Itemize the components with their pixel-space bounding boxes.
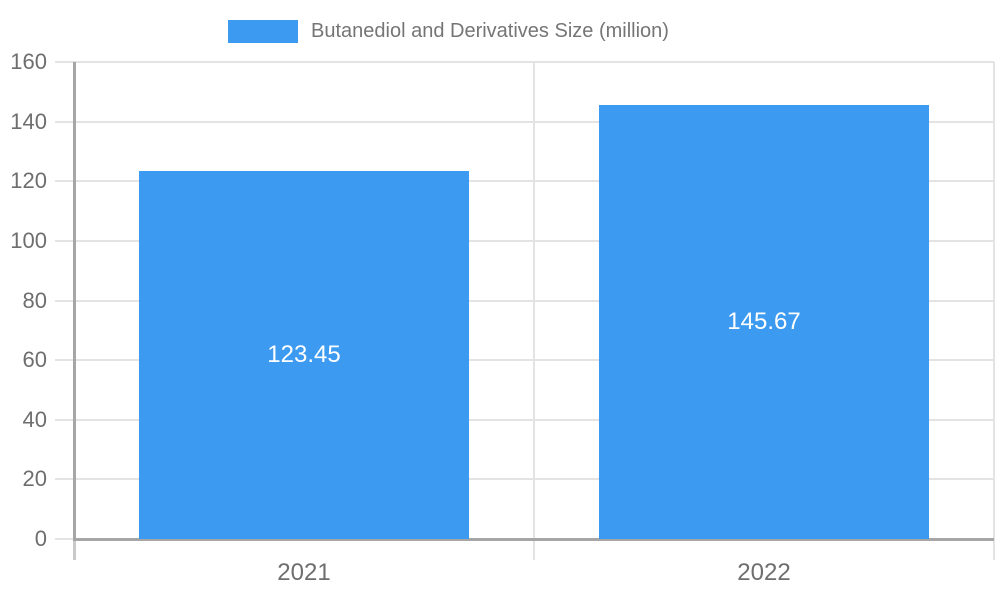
y-axis-tick-label: 60 xyxy=(22,347,47,373)
legend-label: Butanediol and Derivatives Size (million… xyxy=(311,20,669,42)
y-gridline xyxy=(55,299,994,302)
category-boundary-line xyxy=(533,62,535,560)
y-axis-tick-label: 100 xyxy=(10,227,47,253)
x-axis-category-label: 2022 xyxy=(737,559,791,586)
y-gridline xyxy=(55,120,994,123)
y-gridline xyxy=(55,239,994,242)
y-tick-line xyxy=(55,538,74,540)
y-gridline xyxy=(55,478,994,481)
y-gridline xyxy=(55,61,994,63)
legend-swatch xyxy=(228,20,298,43)
y-axis-tick-label: 140 xyxy=(10,108,47,134)
y-axis-tick-label: 20 xyxy=(22,466,47,492)
y-axis-line xyxy=(73,62,76,539)
bar-2022[interactable] xyxy=(599,104,929,539)
y-axis-tick-label: 120 xyxy=(10,168,47,194)
legend-item[interactable]: Butanediol and Derivatives Size (million… xyxy=(228,20,669,43)
y-axis-tick-below xyxy=(73,539,76,560)
x-axis-category-label: 2021 xyxy=(277,559,331,586)
y-axis-tick-label: 160 xyxy=(10,49,47,74)
category-boundary-line xyxy=(993,62,995,560)
y-gridline xyxy=(55,180,994,183)
y-gridline xyxy=(55,359,994,362)
bar-2021[interactable] xyxy=(139,170,469,539)
y-axis-tick-label: 80 xyxy=(22,287,47,313)
y-axis-tick-label: 0 xyxy=(34,526,47,551)
y-axis-tick-label: 40 xyxy=(22,406,47,432)
y-gridline xyxy=(55,418,994,421)
x-axis-line xyxy=(73,538,994,541)
